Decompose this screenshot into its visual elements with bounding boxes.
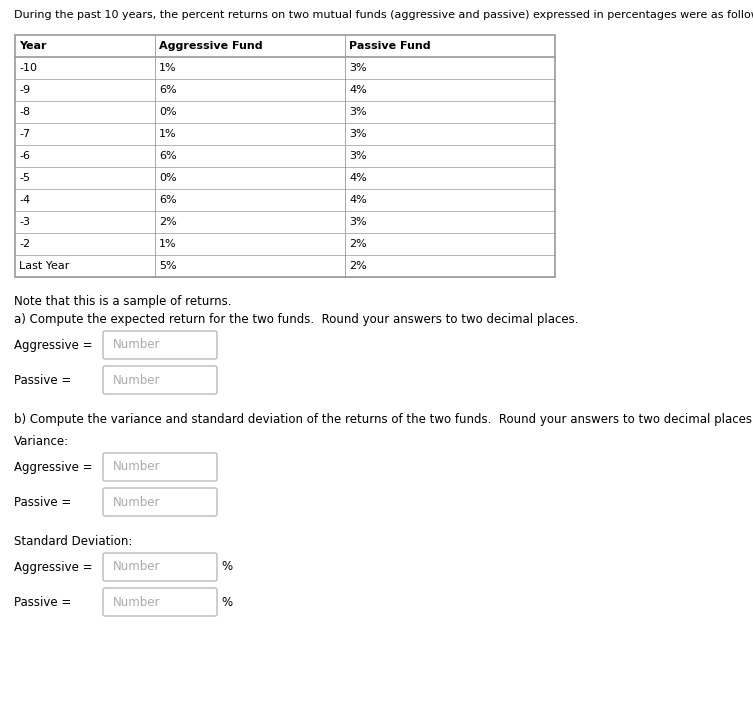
Bar (15, 35, 555, 277)
Text: 6%: 6% (159, 151, 177, 161)
Text: 2%: 2% (159, 217, 177, 227)
Text: Note that this is a sample of returns.: Note that this is a sample of returns. (14, 295, 231, 308)
Text: 1%: 1% (159, 129, 177, 139)
Text: Standard Deviation:: Standard Deviation: (14, 535, 133, 548)
Text: Number: Number (113, 595, 160, 609)
Text: Passive =: Passive = (14, 373, 72, 386)
Text: 5%: 5% (159, 261, 177, 271)
Text: 6%: 6% (159, 85, 177, 95)
Text: 3%: 3% (349, 151, 367, 161)
Text: -4: -4 (19, 195, 30, 205)
Text: -10: -10 (19, 63, 37, 73)
Text: Passive Fund: Passive Fund (349, 41, 431, 51)
Text: 4%: 4% (349, 85, 367, 95)
Text: 4%: 4% (349, 195, 367, 205)
Text: 0%: 0% (159, 107, 177, 117)
Text: Number: Number (113, 338, 160, 352)
Text: Aggressive =: Aggressive = (14, 460, 93, 474)
Text: -5: -5 (19, 173, 30, 183)
Text: -2: -2 (19, 239, 30, 249)
Text: Aggressive =: Aggressive = (14, 338, 93, 352)
Text: Number: Number (113, 460, 160, 474)
FancyBboxPatch shape (103, 553, 217, 581)
Text: 1%: 1% (159, 63, 177, 73)
Text: b) Compute the variance and standard deviation of the returns of the two funds. : b) Compute the variance and standard dev… (14, 413, 753, 426)
Text: 2%: 2% (349, 239, 367, 249)
Text: 0%: 0% (159, 173, 177, 183)
FancyBboxPatch shape (103, 488, 217, 516)
Text: -7: -7 (19, 129, 30, 139)
Text: Number: Number (113, 561, 160, 573)
Text: 6%: 6% (159, 195, 177, 205)
Text: Last Year: Last Year (19, 261, 69, 271)
Text: Passive =: Passive = (14, 496, 72, 508)
Text: Passive =: Passive = (14, 595, 72, 609)
Text: 3%: 3% (349, 217, 367, 227)
Text: -3: -3 (19, 217, 30, 227)
Text: Aggressive =: Aggressive = (14, 561, 93, 573)
Text: 3%: 3% (349, 63, 367, 73)
Text: %: % (221, 595, 232, 609)
Text: 3%: 3% (349, 129, 367, 139)
Text: Number: Number (113, 496, 160, 508)
FancyBboxPatch shape (103, 366, 217, 394)
FancyBboxPatch shape (103, 588, 217, 616)
Text: 3%: 3% (349, 107, 367, 117)
Text: 4%: 4% (349, 173, 367, 183)
Text: 1%: 1% (159, 239, 177, 249)
Text: 2%: 2% (349, 261, 367, 271)
Text: a) Compute the expected return for the two funds.  Round your answers to two dec: a) Compute the expected return for the t… (14, 313, 578, 326)
Text: Variance:: Variance: (14, 435, 69, 448)
FancyBboxPatch shape (103, 453, 217, 481)
Text: -6: -6 (19, 151, 30, 161)
Text: Year: Year (19, 41, 47, 51)
Text: Number: Number (113, 373, 160, 386)
Text: During the past 10 years, the percent returns on two mutual funds (aggressive an: During the past 10 years, the percent re… (14, 10, 753, 20)
Text: %: % (221, 561, 232, 573)
FancyBboxPatch shape (103, 331, 217, 359)
Text: -8: -8 (19, 107, 30, 117)
Text: -9: -9 (19, 85, 30, 95)
Text: Aggressive Fund: Aggressive Fund (159, 41, 263, 51)
